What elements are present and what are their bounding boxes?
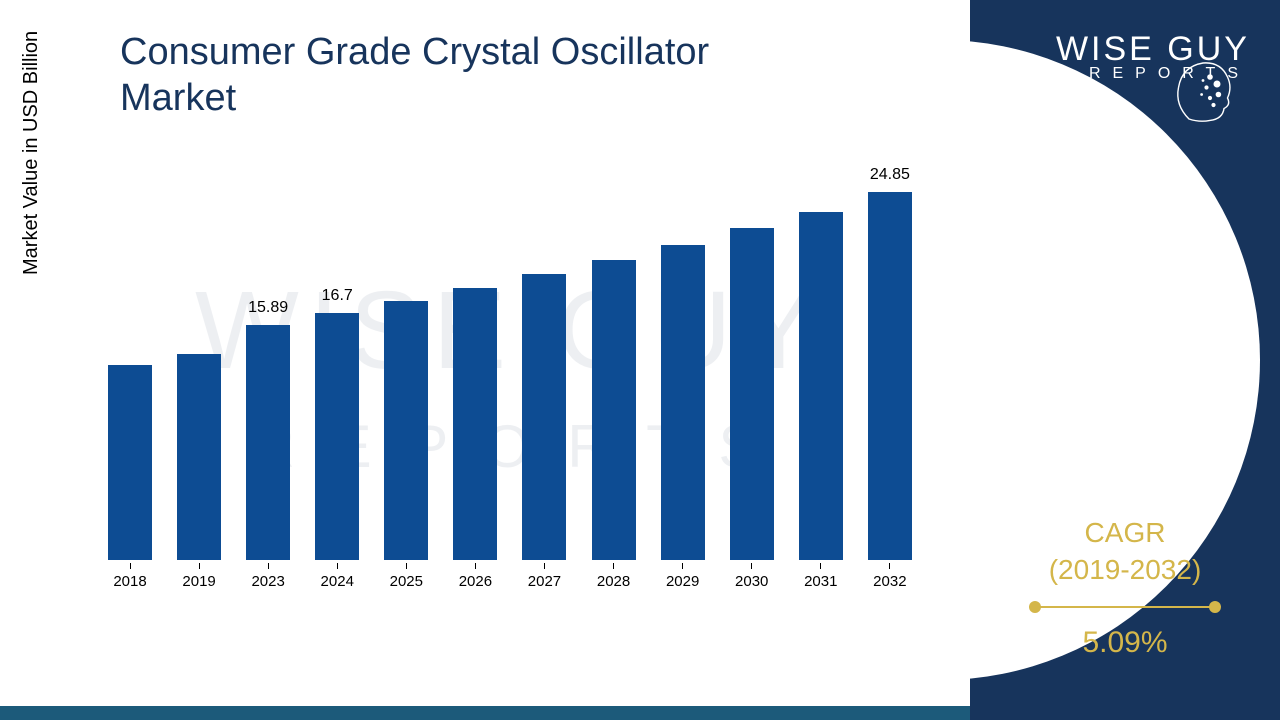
tick-label: 2032 <box>860 573 920 590</box>
bottom-accent-bar <box>0 706 970 720</box>
xaxis-tick-2018: 2018 <box>100 563 160 590</box>
bar-2027 <box>514 248 574 560</box>
bar-rect <box>868 192 912 560</box>
xaxis-tick-2032: 2032 <box>860 563 920 590</box>
tick-mark <box>130 563 131 569</box>
xaxis-tick-2031: 2031 <box>791 563 851 590</box>
bar-rect <box>661 245 705 560</box>
tick-mark <box>475 563 476 569</box>
tick-label: 2024 <box>307 573 367 590</box>
tick-label: 2019 <box>169 573 229 590</box>
cagr-dot-left <box>1029 601 1041 613</box>
bar-2024: 16.7 <box>307 287 367 560</box>
xaxis-tick-2026: 2026 <box>445 563 505 590</box>
cagr-divider <box>1035 606 1215 608</box>
tick-mark <box>199 563 200 569</box>
bar-2023: 15.89 <box>238 299 298 560</box>
xaxis-tick-2019: 2019 <box>169 563 229 590</box>
tick-mark <box>751 563 752 569</box>
xaxis-tick-2030: 2030 <box>722 563 782 590</box>
brand-logo: WISE GUY REPORTS <box>1056 30 1250 83</box>
bar-chart: 15.8916.724.85 2018201920232024202520262… <box>60 170 920 590</box>
yaxis-label: Market Value in USD Billion <box>20 31 43 275</box>
bar-rect <box>592 260 636 560</box>
bar-rect <box>384 301 428 560</box>
infographic-container: Consumer Grade Crystal Oscillator Market… <box>0 0 1280 720</box>
tick-label: 2031 <box>791 573 851 590</box>
tick-mark <box>544 563 545 569</box>
xaxis-tick-2024: 2024 <box>307 563 367 590</box>
bar-2025 <box>376 275 436 560</box>
cagr-label: CAGR (2019-2032) <box>1000 515 1250 588</box>
tick-label: 2025 <box>376 573 436 590</box>
bar-rect <box>315 313 359 560</box>
tick-label: 2027 <box>514 573 574 590</box>
tick-mark <box>268 563 269 569</box>
bar-2028 <box>584 234 644 560</box>
tick-mark <box>613 563 614 569</box>
page-title: Consumer Grade Crystal Oscillator Market <box>120 30 820 121</box>
xaxis-tick-2028: 2028 <box>584 563 644 590</box>
bar-rect <box>108 365 152 560</box>
cagr-label-line1: CAGR <box>1085 517 1166 548</box>
bar-rect <box>730 228 774 560</box>
tick-label: 2030 <box>722 573 782 590</box>
bar-2032: 24.85 <box>860 166 920 560</box>
bar-2026 <box>445 262 505 560</box>
tick-label: 2029 <box>653 573 713 590</box>
tick-label: 2026 <box>445 573 505 590</box>
tick-label: 2028 <box>584 573 644 590</box>
bar-rect <box>453 288 497 560</box>
tick-mark <box>337 563 338 569</box>
bar-value-label: 16.7 <box>322 287 353 307</box>
xaxis-tick-2023: 2023 <box>238 563 298 590</box>
bars-container: 15.8916.724.85 <box>100 170 920 560</box>
bar-rect <box>177 354 221 560</box>
tick-mark <box>682 563 683 569</box>
bar-value-label: 15.89 <box>248 299 288 319</box>
cagr-block: CAGR (2019-2032) 5.09% <box>1000 515 1250 660</box>
xaxis-tick-2027: 2027 <box>514 563 574 590</box>
bar-2019 <box>169 328 229 560</box>
bar-value-label: 24.85 <box>870 166 910 186</box>
bar-2018 <box>100 339 160 560</box>
bar-2030 <box>722 202 782 560</box>
xaxis-tick-2029: 2029 <box>653 563 713 590</box>
cagr-dot-right <box>1209 601 1221 613</box>
cagr-value: 5.09% <box>1000 626 1250 660</box>
bar-2029 <box>653 219 713 560</box>
tick-mark <box>889 563 890 569</box>
cagr-label-line2: (2019-2032) <box>1049 554 1202 585</box>
tick-label: 2023 <box>238 573 298 590</box>
tick-mark <box>406 563 407 569</box>
bar-rect <box>522 274 566 560</box>
xaxis: 2018 2019 2023 2024 2025 2026 2027 2028 2029 2030… <box>100 563 920 590</box>
head-icon <box>1168 56 1238 126</box>
bar-2031 <box>791 186 851 560</box>
tick-label: 2018 <box>100 573 160 590</box>
xaxis-tick-2025: 2025 <box>376 563 436 590</box>
bar-rect <box>246 325 290 560</box>
bar-rect <box>799 212 843 560</box>
tick-mark <box>820 563 821 569</box>
